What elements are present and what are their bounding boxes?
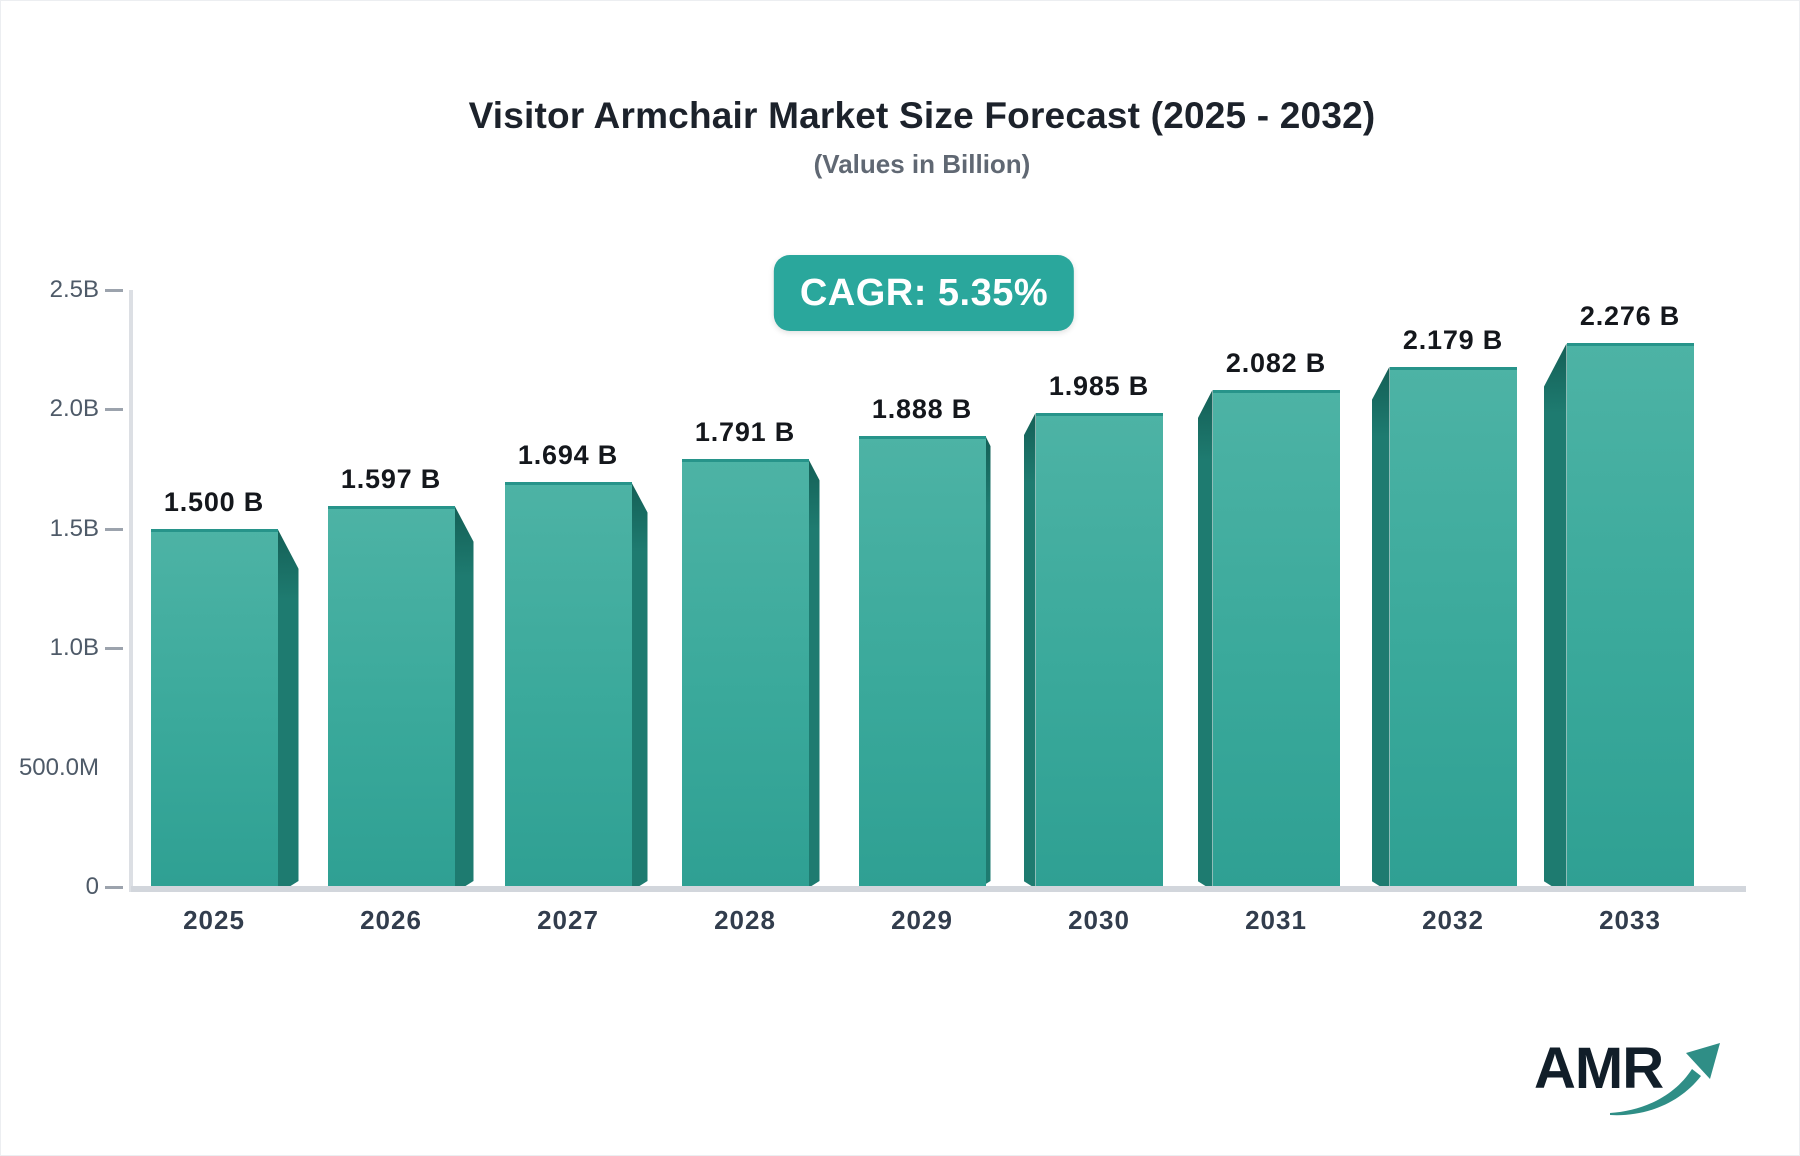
bar-side-face-2026 — [455, 506, 474, 886]
bar-face-2033[interactable] — [1566, 343, 1694, 886]
x-axis-label-2027: 2027 — [537, 905, 599, 935]
y-axis-tick-label: 500.0M — [18, 753, 99, 781]
y-axis-tick-mark — [105, 408, 123, 412]
bar-value-label-2032: 2.179 B — [1402, 324, 1504, 355]
bar-value-label-2033: 2.276 B — [1579, 301, 1681, 332]
x-axis-label-2025: 2025 — [183, 905, 245, 935]
bar-2030[interactable] — [1024, 412, 1163, 886]
bar-face-2026[interactable] — [327, 505, 455, 886]
x-axis-baseline — [131, 886, 1746, 892]
bar-face-2031[interactable] — [1212, 389, 1340, 886]
amr-logo-text: AMR — [1534, 1036, 1664, 1101]
bar-side-face-2025 — [278, 529, 299, 886]
bar-side-face-2027 — [632, 482, 648, 886]
bar-side-face-2031 — [1198, 390, 1213, 886]
bar-value-label-2027: 1.694 B — [517, 440, 619, 471]
bar-face-2029[interactable] — [858, 436, 986, 886]
y-axis-tick-label: 1.5B — [49, 514, 99, 542]
x-axis-label-2033: 2033 — [1599, 905, 1661, 935]
bar-side-face-2029 — [986, 436, 991, 886]
growth-arrow-icon — [1610, 1043, 1720, 1116]
amr-logo: AMR — [1516, 1031, 1726, 1123]
bar-2027[interactable] — [504, 482, 648, 886]
y-axis-line — [129, 290, 133, 892]
x-axis-label-2032: 2032 — [1422, 905, 1484, 935]
bar-face-2027[interactable] — [504, 482, 632, 886]
chart-subtitle: (Values in Billion) — [813, 149, 1031, 179]
y-axis-tick-mark — [105, 289, 123, 292]
chart-title: Visitor Armchair Market Size Forecast (2… — [468, 95, 1376, 136]
y-axis-tick-mark — [105, 647, 123, 651]
y-axis-tick-label: 2.0B — [49, 395, 99, 423]
bar-face-2032[interactable] — [1389, 366, 1517, 886]
x-axis-label-2029: 2029 — [891, 905, 953, 935]
bar-value-label-2026: 1.597 B — [340, 463, 442, 494]
bar-side-face-2032 — [1372, 367, 1390, 886]
y-axis-tick-mark — [105, 527, 123, 531]
x-axis-label-2026: 2026 — [360, 905, 422, 935]
bar-value-label-2028: 1.791 B — [694, 417, 796, 448]
bar-2032[interactable] — [1372, 366, 1517, 886]
bar-side-face-2033 — [1544, 343, 1567, 886]
bar-value-label-2030: 1.985 B — [1048, 370, 1150, 401]
y-axis-tick-label: 2.5B — [49, 276, 99, 303]
bar-value-label-2031: 2.082 B — [1225, 347, 1327, 378]
bar-2025[interactable] — [150, 528, 299, 886]
x-axis-label-2028: 2028 — [714, 905, 776, 935]
bar-2029[interactable] — [858, 436, 991, 886]
y-axis-tick-label: 0 — [85, 873, 99, 900]
y-axis-tick-label: 1.0B — [49, 634, 99, 662]
bar-2028[interactable] — [681, 459, 820, 886]
y-axis-tick-mark — [105, 886, 123, 889]
bar-value-label-2025: 1.500 B — [163, 486, 265, 517]
bar-side-face-2028 — [809, 459, 820, 886]
bar-value-label-2029: 1.888 B — [871, 394, 973, 425]
x-axis-label-2031: 2031 — [1245, 905, 1307, 935]
bar-2033[interactable] — [1544, 343, 1694, 886]
cagr-badge: CAGR: 5.35% — [773, 255, 1075, 331]
bar-2031[interactable] — [1198, 389, 1340, 886]
bar-face-2028[interactable] — [681, 459, 809, 886]
bar-face-2030[interactable] — [1035, 412, 1163, 886]
bar-face-2025[interactable] — [150, 528, 278, 886]
x-axis-label-2030: 2030 — [1068, 905, 1130, 935]
bar-side-face-2030 — [1024, 413, 1036, 886]
bar-2026[interactable] — [327, 505, 474, 886]
